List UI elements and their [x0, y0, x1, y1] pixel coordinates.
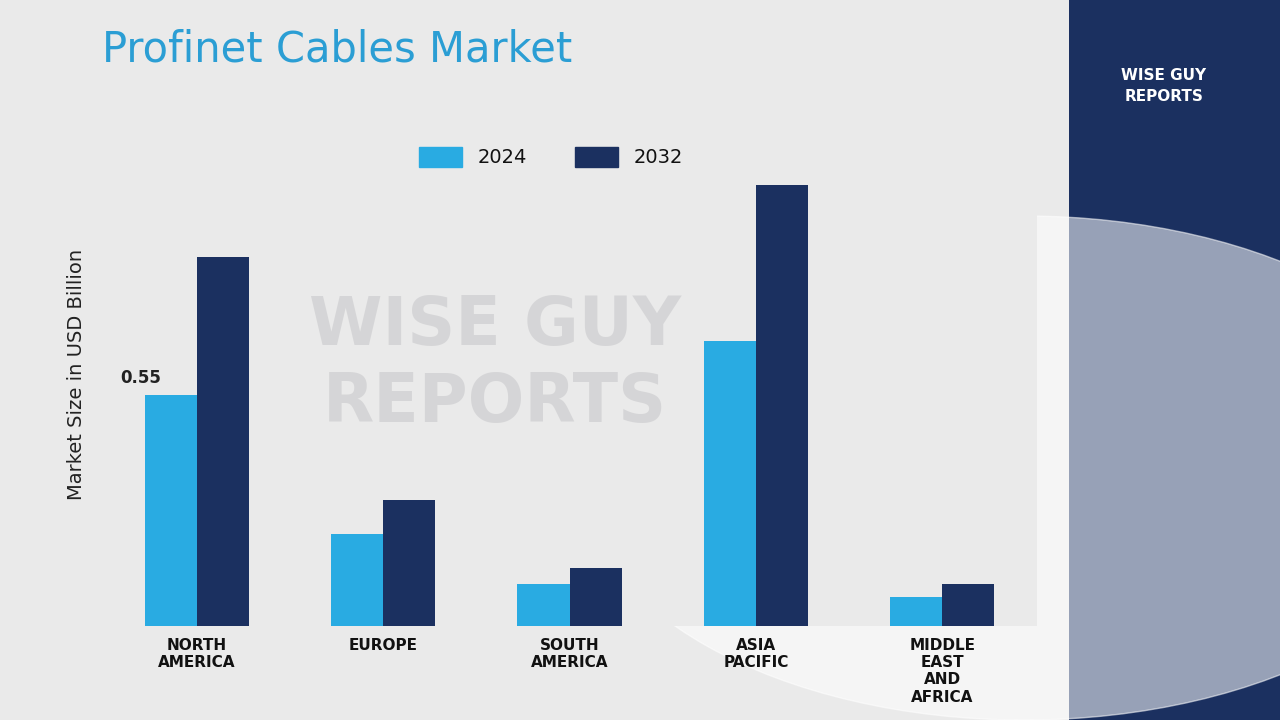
Bar	[383, 500, 435, 626]
Bar	[942, 585, 995, 626]
Bar	[517, 585, 570, 626]
Text: Profinet Cables Market: Profinet Cables Market	[102, 29, 572, 71]
Bar	[756, 185, 808, 626]
Legend: 2024, 2032: 2024, 2032	[410, 138, 692, 177]
Bar	[704, 341, 756, 626]
Circle shape	[576, 216, 1280, 720]
Bar	[570, 567, 622, 626]
Bar	[890, 597, 942, 626]
Bar	[145, 395, 197, 626]
Bar	[197, 257, 250, 626]
Text: 0.55: 0.55	[120, 369, 161, 387]
Bar	[332, 534, 383, 626]
Y-axis label: Market Size in USD Billion: Market Size in USD Billion	[67, 249, 86, 500]
Text: WISE GUY
REPORTS: WISE GUY REPORTS	[1121, 68, 1207, 104]
Text: WISE GUY
REPORTS: WISE GUY REPORTS	[308, 293, 681, 436]
